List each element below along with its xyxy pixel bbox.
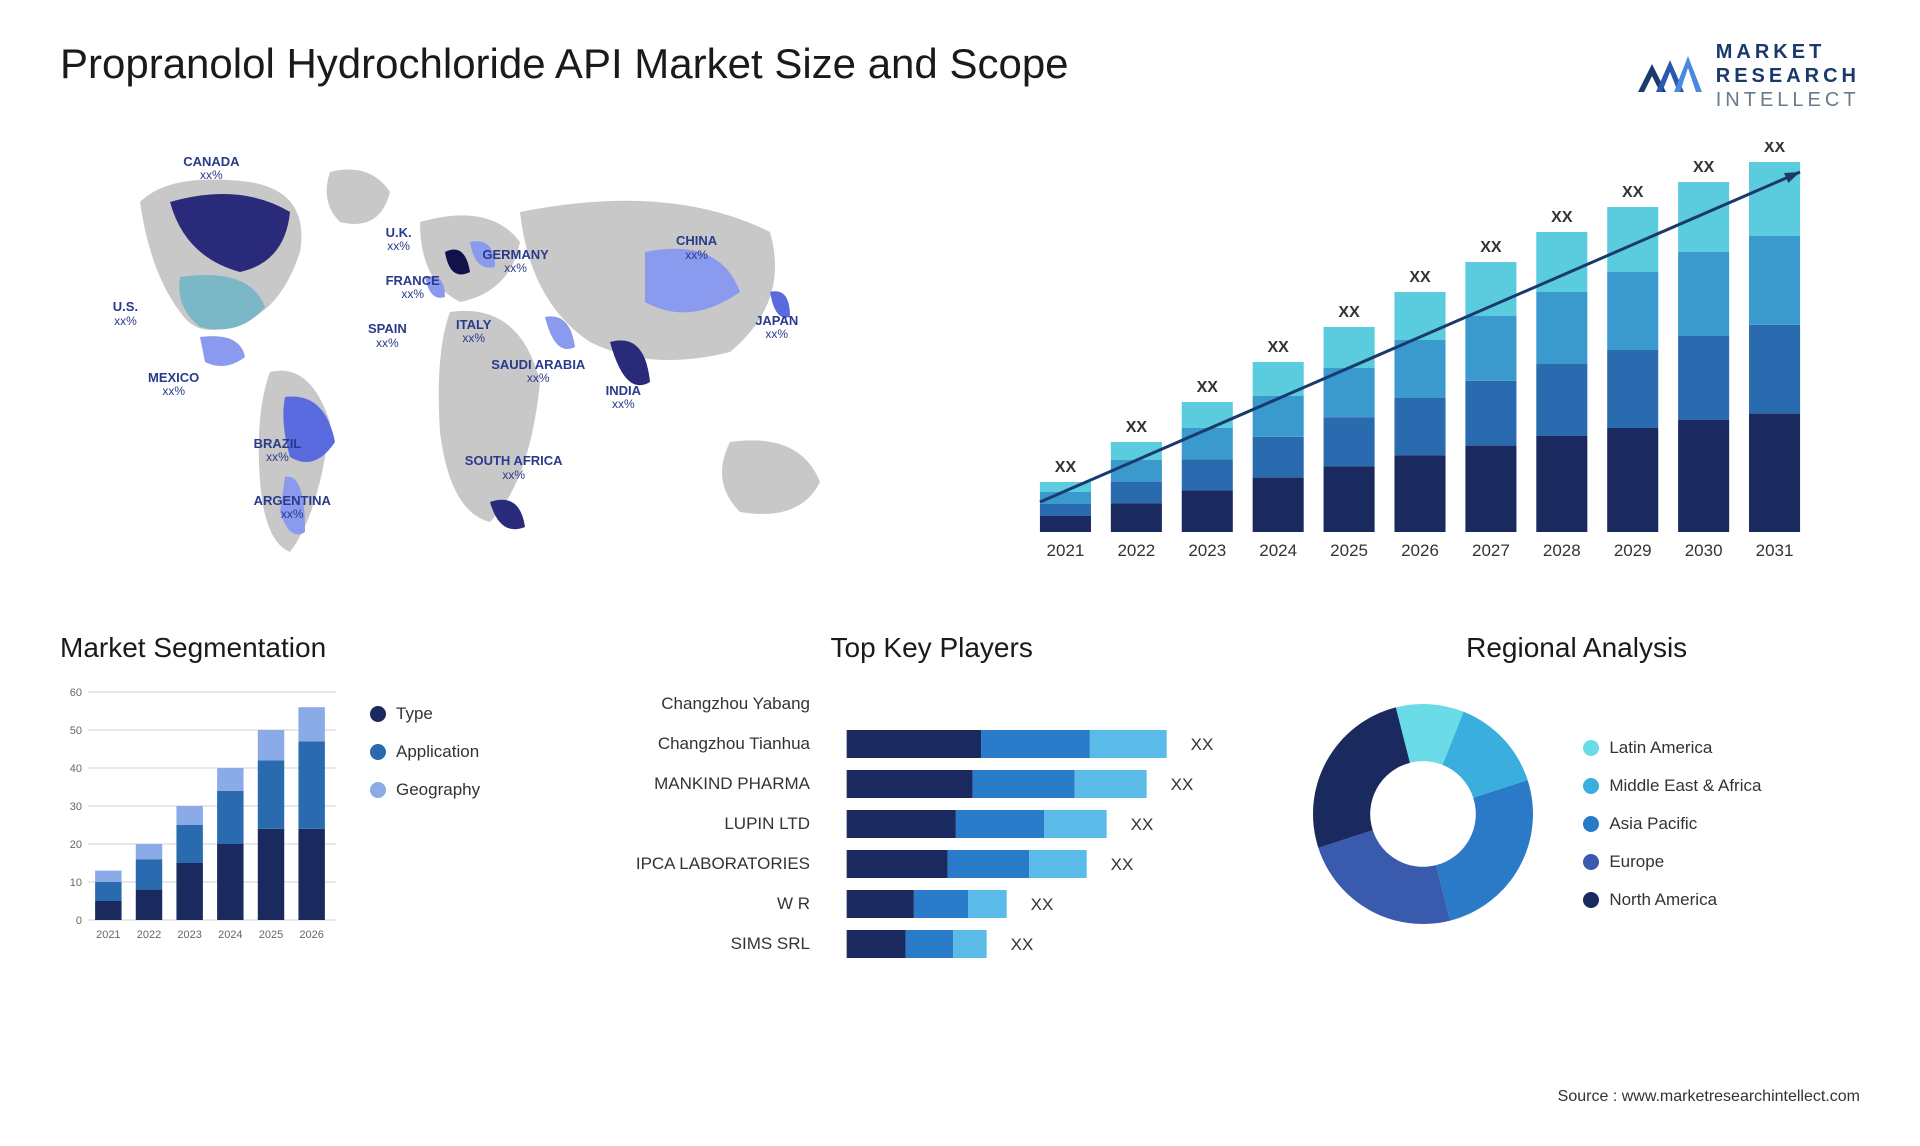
svg-text:XX: XX (1764, 142, 1786, 156)
legend-item: Application (370, 742, 480, 762)
svg-text:2024: 2024 (218, 929, 242, 941)
svg-text:60: 60 (70, 687, 82, 699)
svg-text:XX: XX (1480, 239, 1502, 256)
key-players-title: Top Key Players (620, 632, 1243, 664)
svg-text:40: 40 (70, 763, 82, 775)
segmentation-section: Market Segmentation 0 10 20 30 40 50 60 2021 202… (60, 632, 570, 964)
svg-text:XX: XX (1338, 304, 1360, 321)
svg-text:2030: 2030 (1685, 541, 1723, 560)
player-label: SIMS SRL (620, 934, 810, 954)
svg-text:XX: XX (1551, 209, 1573, 226)
map-label: GERMANYxx% (482, 248, 548, 275)
logo-line3: INTELLECT (1716, 88, 1860, 112)
segmentation-chart: 0 10 20 30 40 50 60 2021 2022 2023 2024 2025 2026 (60, 684, 340, 944)
svg-text:2025: 2025 (1330, 541, 1368, 560)
map-label: BRAZILxx% (254, 437, 302, 464)
regional-section: Regional Analysis Latin America Middle Ea… (1293, 632, 1860, 964)
brand-logo: MARKET RESEARCH INTELLECT (1634, 40, 1860, 112)
svg-text:XX: XX (1197, 379, 1219, 396)
svg-text:2029: 2029 (1614, 541, 1652, 560)
svg-text:2023: 2023 (177, 929, 201, 941)
legend-item: Asia Pacific (1583, 814, 1761, 834)
map-label: JAPANxx% (755, 314, 798, 341)
svg-text:XX: XX (1622, 184, 1644, 201)
segmentation-legend: Type Application Geography (370, 684, 480, 944)
svg-text:XX: XX (1126, 419, 1148, 436)
svg-text:0: 0 (76, 915, 82, 927)
svg-text:XX: XX (1171, 775, 1194, 794)
svg-text:XX: XX (1055, 459, 1077, 476)
player-labels: Changzhou Yabang Changzhou Tianhua MANKIND… (620, 684, 810, 964)
key-players-section: Top Key Players Changzhou YabangChangzho… (620, 632, 1243, 964)
svg-text:2024: 2024 (1259, 541, 1297, 560)
player-label: MANKIND PHARMA (620, 774, 810, 794)
svg-text:XX: XX (1409, 269, 1431, 286)
logo-line2: RESEARCH (1716, 64, 1860, 88)
forecast-chart: XX 2021 XX 2022 XX 2023 XX 2024 XX 2025 XX 2026 XX 20… (980, 142, 1860, 582)
legend-item: Geography (370, 780, 480, 800)
svg-text:XX: XX (1191, 735, 1214, 754)
map-label: U.K.xx% (386, 226, 412, 253)
segmentation-title: Market Segmentation (60, 632, 570, 664)
svg-text:10: 10 (70, 877, 82, 889)
world-map-panel: CANADAxx% U.S.xx% MEXICOxx% BRAZILxx% ARGENT… (60, 142, 940, 582)
svg-text:2026: 2026 (1401, 541, 1439, 560)
source-text: Source : www.marketresearchintellect.com (1558, 1088, 1860, 1106)
legend-item: Europe (1583, 852, 1761, 872)
svg-text:XX: XX (1268, 339, 1290, 356)
svg-text:2031: 2031 (1756, 541, 1794, 560)
svg-text:2025: 2025 (259, 929, 283, 941)
svg-text:2023: 2023 (1188, 541, 1226, 560)
page-title: Propranolol Hydrochloride API Market Siz… (60, 40, 1069, 88)
svg-text:50: 50 (70, 725, 82, 737)
svg-text:XX: XX (1131, 815, 1154, 834)
svg-text:2027: 2027 (1472, 541, 1510, 560)
regional-donut (1293, 684, 1553, 944)
map-label: CHINAxx% (676, 234, 717, 261)
svg-text:2026: 2026 (299, 929, 323, 941)
svg-text:XX: XX (1693, 159, 1715, 176)
legend-item: Type (370, 704, 480, 724)
map-label: SOUTH AFRICAxx% (465, 454, 563, 481)
legend-item: North America (1583, 890, 1761, 910)
map-label: ARGENTINAxx% (254, 494, 331, 521)
svg-text:2028: 2028 (1543, 541, 1581, 560)
svg-text:2022: 2022 (1117, 541, 1155, 560)
svg-text:XX: XX (1031, 895, 1054, 914)
map-label: U.S.xx% (113, 300, 138, 327)
key-players-chart: XX XX XX XX XX XX (830, 684, 1243, 964)
svg-text:XX: XX (1111, 855, 1134, 874)
player-label: Changzhou Tianhua (620, 734, 810, 754)
map-label: MEXICOxx% (148, 371, 199, 398)
svg-text:20: 20 (70, 839, 82, 851)
svg-text:2021: 2021 (96, 929, 120, 941)
svg-text:2021: 2021 (1047, 541, 1085, 560)
player-label: Changzhou Yabang (620, 694, 810, 714)
svg-text:30: 30 (70, 801, 82, 813)
map-label: ITALYxx% (456, 318, 491, 345)
player-label: IPCA LABORATORIES (620, 854, 810, 874)
regional-title: Regional Analysis (1293, 632, 1860, 664)
regional-legend: Latin America Middle East & Africa Asia Pa… (1583, 718, 1761, 910)
player-label: W R (620, 894, 810, 914)
svg-text:2022: 2022 (137, 929, 161, 941)
svg-text:XX: XX (1011, 935, 1034, 954)
player-label: LUPIN LTD (620, 814, 810, 834)
map-label: FRANCExx% (386, 274, 440, 301)
legend-item: Latin America (1583, 738, 1761, 758)
map-label: SAUDI ARABIAxx% (491, 358, 585, 385)
map-label: SPAINxx% (368, 322, 407, 349)
forecast-chart-panel: XX 2021 XX 2022 XX 2023 XX 2024 XX 2025 XX 2026 XX 20… (980, 142, 1860, 582)
logo-line1: MARKET (1716, 40, 1860, 64)
logo-icon (1634, 48, 1704, 104)
map-label: INDIAxx% (606, 384, 641, 411)
map-label: CANADAxx% (183, 155, 239, 182)
legend-item: Middle East & Africa (1583, 776, 1761, 796)
